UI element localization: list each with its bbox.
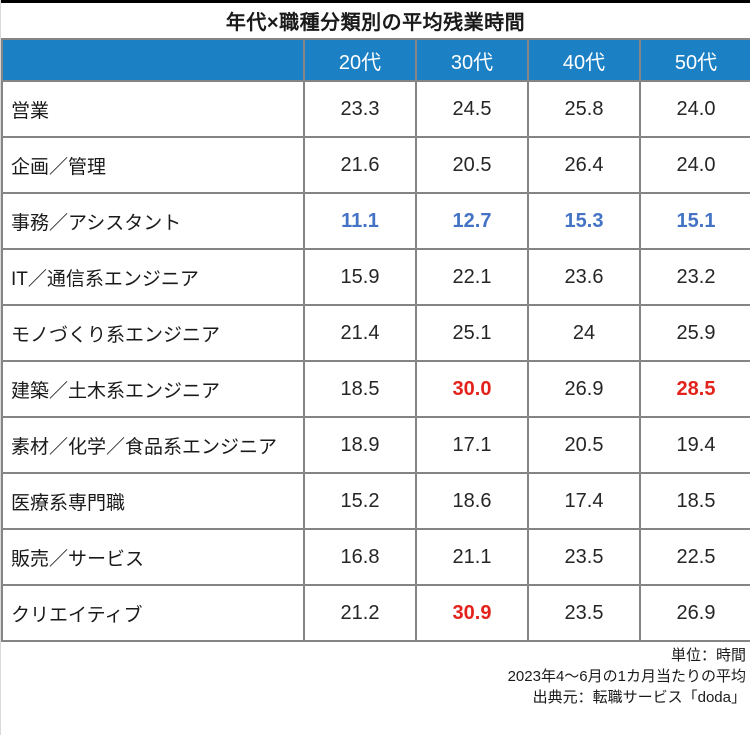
value-cell: 25.9 xyxy=(639,304,750,362)
value-cell: 15.1 xyxy=(639,192,750,250)
value-cell: 28.5 xyxy=(639,360,750,418)
value-cell: 23.6 xyxy=(527,248,641,306)
table-row: 営業 23.3 24.5 25.8 24.0 xyxy=(1,80,750,138)
value-cell: 18.5 xyxy=(303,360,417,418)
value-cell: 16.8 xyxy=(303,528,417,586)
row-label-cell: 営業 xyxy=(1,80,305,138)
value-cell: 25.8 xyxy=(527,80,641,138)
table-row: 建築／土木系エンジニア 18.5 30.0 26.9 28.5 xyxy=(1,360,750,418)
value-cell: 11.1 xyxy=(303,192,417,250)
row-label-cell: 素材／化学／食品系エンジニア xyxy=(1,416,305,474)
footer-unit-note: 単位：時間 xyxy=(670,647,746,664)
value-cell: 30.0 xyxy=(415,360,529,418)
row-label-cell: 企画／管理 xyxy=(1,136,305,194)
table-row: IT／通信系エンジニア 15.9 22.1 23.6 23.2 xyxy=(1,248,750,306)
table-row: 販売／サービス 16.8 21.1 23.5 22.5 xyxy=(1,528,750,586)
footer-period-note: 2023年4～6月の1カ月当たりの平均 xyxy=(507,668,746,685)
value-cell: 22.5 xyxy=(639,528,750,586)
value-cell: 24 xyxy=(527,304,641,362)
value-cell: 24.0 xyxy=(639,80,750,138)
value-cell: 18.5 xyxy=(639,472,750,530)
page-title: 年代×職種分類別の平均残業時間 xyxy=(1,0,750,38)
row-label-cell: IT／通信系エンジニア xyxy=(1,248,305,306)
value-cell: 21.4 xyxy=(303,304,417,362)
table-row: モノづくり系エンジニア 21.4 25.1 24 25.9 xyxy=(1,304,750,362)
value-cell: 23.2 xyxy=(639,248,750,306)
header-empty-cell xyxy=(1,38,305,82)
table-row: 事務／アシスタント 11.1 12.7 15.3 15.1 xyxy=(1,192,750,250)
value-cell: 30.9 xyxy=(415,584,529,642)
table-row: 医療系専門職 15.2 18.6 17.4 18.5 xyxy=(1,472,750,530)
row-label-cell: 販売／サービス xyxy=(1,528,305,586)
table-row: 素材／化学／食品系エンジニア 18.9 17.1 20.5 19.4 xyxy=(1,416,750,474)
value-cell: 21.1 xyxy=(415,528,529,586)
value-cell: 24.0 xyxy=(639,136,750,194)
row-label-cell: 医療系専門職 xyxy=(1,472,305,530)
column-header-4: 50代 xyxy=(639,38,750,82)
value-cell: 15.9 xyxy=(303,248,417,306)
row-label-cell: モノづくり系エンジニア xyxy=(1,304,305,362)
value-cell: 26.9 xyxy=(527,360,641,418)
value-cell: 24.5 xyxy=(415,80,529,138)
table-row: 企画／管理 21.6 20.5 26.4 24.0 xyxy=(1,136,750,194)
value-cell: 15.2 xyxy=(303,472,417,530)
value-cell: 18.9 xyxy=(303,416,417,474)
footer-notes: 単位：時間 2023年4～6月の1カ月当たりの平均 出典元：転職サービス「dod… xyxy=(1,642,750,708)
value-cell: 17.4 xyxy=(527,472,641,530)
value-cell: 19.4 xyxy=(639,416,750,474)
value-cell: 12.7 xyxy=(415,192,529,250)
footer-source-note: 出典元：転職サービス「doda」 xyxy=(532,689,746,706)
value-cell: 23.3 xyxy=(303,80,417,138)
table-row: クリエイティブ 21.2 30.9 23.5 26.9 xyxy=(1,584,750,642)
value-cell: 20.5 xyxy=(415,136,529,194)
column-header-2: 30代 xyxy=(415,38,529,82)
value-cell: 22.1 xyxy=(415,248,529,306)
value-cell: 21.2 xyxy=(303,584,417,642)
overtime-table: 20代 30代 40代 50代 営業 23.3 24.5 25.8 24.0 企画／管理 21.6… xyxy=(1,38,750,642)
column-header-1: 20代 xyxy=(303,38,417,82)
value-cell: 23.5 xyxy=(527,584,641,642)
value-cell: 18.6 xyxy=(415,472,529,530)
value-cell: 26.9 xyxy=(639,584,750,642)
row-label-cell: クリエイティブ xyxy=(1,584,305,642)
row-label-cell: 事務／アシスタント xyxy=(1,192,305,250)
value-cell: 17.1 xyxy=(415,416,529,474)
value-cell: 15.3 xyxy=(527,192,641,250)
value-cell: 21.6 xyxy=(303,136,417,194)
table-body: 営業 23.3 24.5 25.8 24.0 企画／管理 21.6 20.5 26.4 24.0 事… xyxy=(1,80,750,642)
value-cell: 25.1 xyxy=(415,304,529,362)
value-cell: 23.5 xyxy=(527,528,641,586)
header-row: 20代 30代 40代 50代 xyxy=(1,38,750,82)
value-cell: 26.4 xyxy=(527,136,641,194)
column-header-3: 40代 xyxy=(527,38,641,82)
row-label-cell: 建築／土木系エンジニア xyxy=(1,360,305,418)
value-cell: 20.5 xyxy=(527,416,641,474)
